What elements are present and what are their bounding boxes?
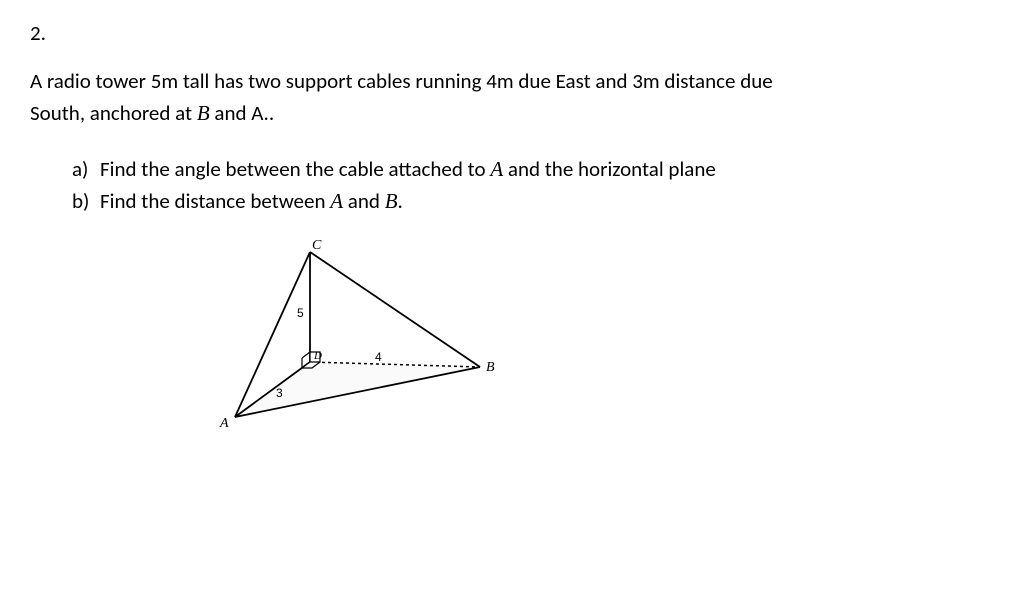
- question-number: 2.: [30, 20, 994, 46]
- label-A: A: [219, 416, 229, 431]
- sub-question-b: b) Find the distance between A and B.: [72, 186, 994, 218]
- sub-a-point: A: [490, 157, 503, 181]
- question-text-pre: A radio tower 5m tall has two support ca…: [30, 68, 773, 126]
- marker-b: b): [72, 186, 100, 218]
- sub-question-a: a) Find the angle between the cable atta…: [72, 154, 994, 186]
- sub-b-content: Find the distance between A and B.: [100, 186, 403, 218]
- point-label-B: B: [197, 101, 210, 125]
- label-3: 3: [276, 386, 283, 400]
- sub-b-point1: A: [330, 189, 343, 213]
- sub-a-post: and the horizontal plane: [503, 156, 716, 182]
- edge-CB: [310, 252, 480, 367]
- label-C: C: [312, 238, 322, 253]
- question-text: A radio tower 5m tall has two support ca…: [30, 66, 810, 129]
- sub-questions: a) Find the angle between the cable atta…: [30, 154, 994, 217]
- label-B: B: [486, 360, 495, 375]
- diagram-container: C A B D 5 4 3: [30, 237, 994, 447]
- label-4: 4: [375, 350, 382, 364]
- sub-b-post: .: [398, 188, 403, 214]
- sub-a-content: Find the angle between the cable attache…: [100, 154, 716, 186]
- sub-b-mid: and: [343, 188, 385, 214]
- label-5: 5: [297, 306, 304, 320]
- sub-a-pre: Find the angle between the cable attache…: [100, 156, 490, 182]
- label-D: D: [313, 350, 322, 362]
- sub-b-pre: Find the distance between: [100, 188, 330, 214]
- marker-a: a): [72, 154, 100, 186]
- right-angle-v1: [302, 352, 310, 358]
- sub-b-point2: B: [385, 189, 398, 213]
- question-text-mid: and A..: [210, 100, 275, 126]
- geometry-diagram: C A B D 5 4 3: [190, 237, 530, 447]
